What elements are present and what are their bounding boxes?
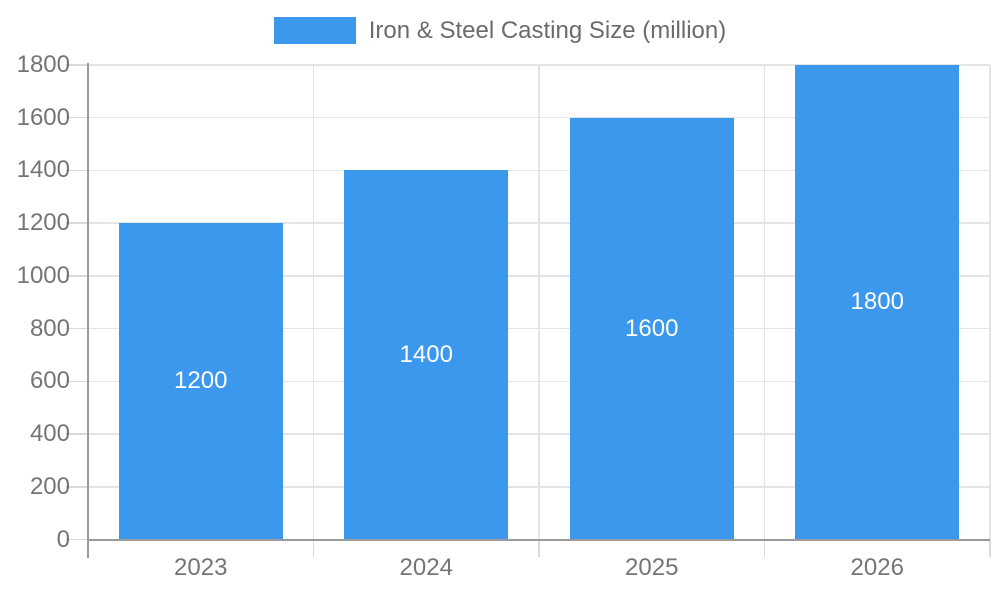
y-tick-1000 (66, 275, 87, 277)
y-tick-1600 (66, 116, 87, 119)
y-axis-label-1400: 1400 (16, 156, 70, 184)
bar-value-label-2025: 1600 (625, 314, 679, 342)
gridline-vertical-4 (989, 65, 991, 540)
bar-2024: 1400 (344, 170, 509, 540)
y-tick-1800 (66, 64, 87, 66)
bar-2023: 1200 (118, 223, 283, 540)
y-axis-label-600: 600 (29, 367, 70, 395)
y-tick-200 (66, 486, 87, 488)
y-tick-1200 (66, 222, 87, 224)
y-axis-line (87, 63, 89, 558)
y-tick-400 (66, 433, 87, 435)
bar-2026: 1800 (795, 65, 960, 540)
x-tick-2 (538, 540, 540, 557)
bar-value-label-2023: 1200 (174, 367, 228, 395)
legend-label: Iron & Steel Casting Size (million) (368, 17, 727, 44)
x-axis-label-2026: 2026 (850, 554, 904, 581)
y-axis-label-400: 400 (29, 420, 70, 448)
bar-2025: 1600 (569, 117, 734, 540)
chart-legend: Iron & Steel Casting Size (million) (0, 17, 1000, 44)
bar-value-label-2026: 1800 (850, 288, 904, 316)
x-axis-label-2023: 2023 (174, 554, 228, 581)
x-tick-3 (763, 540, 766, 557)
y-axis-label-800: 800 (29, 314, 70, 342)
gridline-vertical-1 (312, 65, 315, 540)
y-tick-1400 (66, 169, 87, 172)
y-axis-label-1600: 1600 (16, 103, 70, 131)
y-tick-0 (66, 538, 87, 541)
x-tick-1 (312, 540, 315, 557)
x-axis-line (88, 538, 990, 541)
gridline-vertical-3 (763, 65, 766, 540)
y-axis-label-200: 200 (29, 472, 70, 500)
y-axis-label-1000: 1000 (16, 261, 70, 289)
plot-area: 1200 1400 1600 1800 (88, 64, 991, 540)
y-axis-label-1800: 1800 (16, 51, 70, 78)
bar-value-label-2024: 1400 (399, 340, 453, 368)
gridline-vertical-2 (538, 65, 540, 540)
y-axis-label-1200: 1200 (16, 209, 70, 237)
y-tick-800 (66, 327, 87, 330)
legend-swatch (273, 17, 356, 44)
x-axis-label-2025: 2025 (625, 554, 679, 581)
y-axis-label-0: 0 (56, 525, 70, 553)
y-tick-600 (66, 380, 87, 383)
x-axis-label-2024: 2024 (399, 554, 453, 581)
x-tick-4 (989, 540, 991, 557)
